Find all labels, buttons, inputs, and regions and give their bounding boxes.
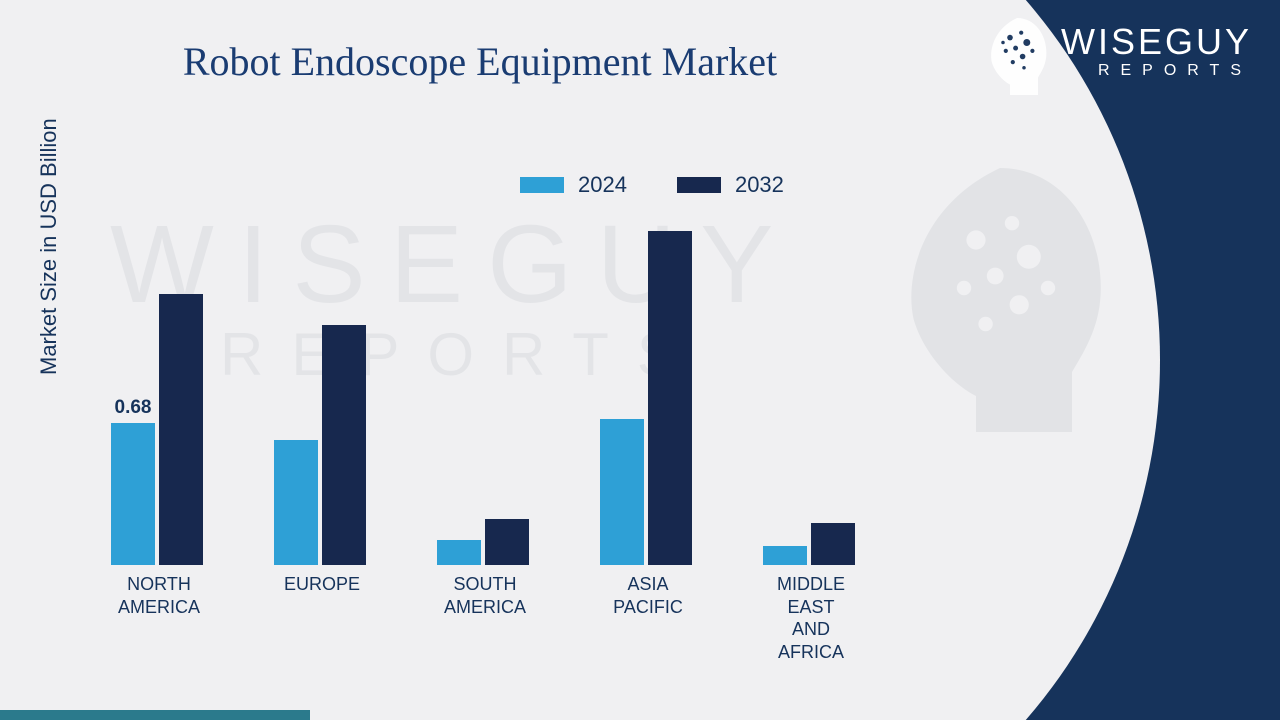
brand-line1: WISEGUY (1061, 24, 1252, 60)
bar-series-a (763, 546, 807, 565)
legend-swatch-a (520, 177, 564, 193)
legend-item-2032: 2032 (677, 172, 784, 198)
logo-head-icon (982, 14, 1052, 99)
x-axis-label: NORTHAMERICA (99, 573, 219, 618)
legend-swatch-b (677, 177, 721, 193)
x-axis-label: SOUTHAMERICA (425, 573, 545, 618)
bar-series-b (811, 523, 855, 565)
bar-series-a (600, 419, 644, 565)
chart-canvas: WISEGUY REPORTS WISEGUY REPORTS Robot En… (0, 0, 1280, 720)
chart-title: Robot Endoscope Equipment Market (0, 38, 960, 85)
legend: 2024 2032 (520, 172, 784, 198)
bar-series-b (159, 294, 203, 565)
legend-label-a: 2024 (578, 172, 627, 198)
bar-series-a (437, 540, 481, 565)
legend-label-b: 2032 (735, 172, 784, 198)
bottom-accent-bar (0, 710, 310, 720)
brand-line2: REPORTS (1061, 60, 1252, 82)
plot-area: 0.68 (105, 200, 905, 565)
x-axis-label: MIDDLEEASTANDAFRICA (751, 573, 871, 663)
legend-item-2024: 2024 (520, 172, 627, 198)
bar-series-a (111, 423, 155, 565)
bar-series-b (322, 325, 366, 565)
bar-series-b (485, 519, 529, 565)
y-axis-label: Market Size in USD Billion (36, 118, 62, 375)
bar-chart: 0.68 (105, 200, 905, 565)
watermark-head-icon (880, 150, 1120, 450)
x-axis-label: EUROPE (262, 573, 382, 596)
bar-value-label: 0.68 (103, 397, 163, 419)
x-axis-label: ASIAPACIFIC (588, 573, 708, 618)
bar-series-a (274, 440, 318, 565)
bar-series-b (648, 231, 692, 565)
brand-logo: WISEGUY REPORTS (1061, 24, 1252, 82)
